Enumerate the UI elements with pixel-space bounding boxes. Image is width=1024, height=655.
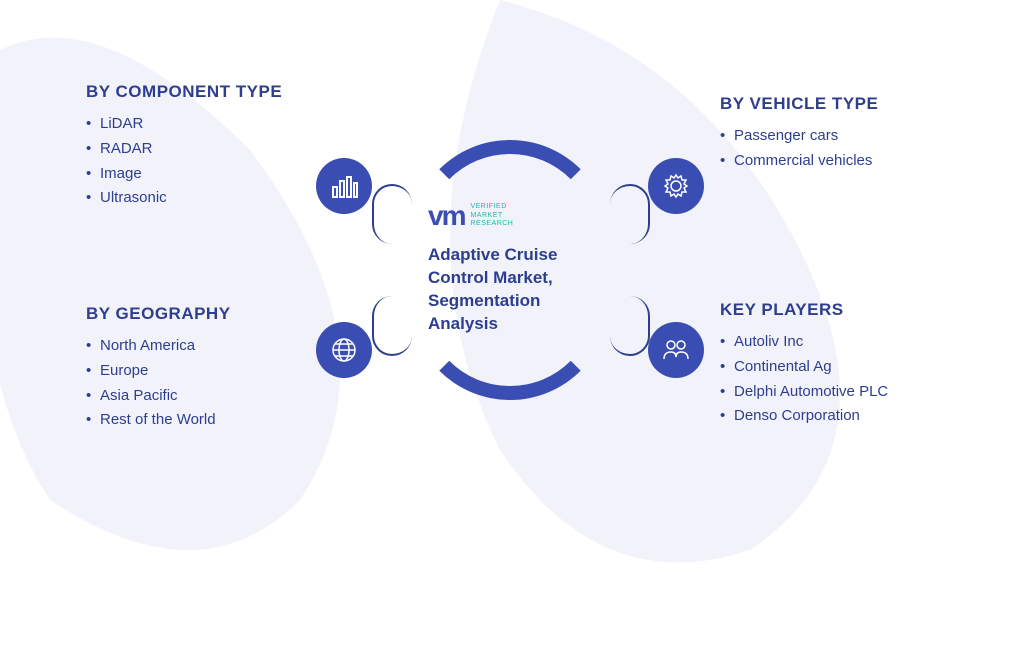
logo-line2: MARKET [470, 212, 513, 220]
list-item: Rest of the World [86, 408, 326, 433]
list-item: RADAR [86, 137, 326, 162]
list-item: Asia Pacific [86, 384, 326, 409]
people-icon [648, 322, 704, 378]
connector-br [610, 296, 650, 356]
list-item: Denso Corporation [720, 404, 980, 429]
segment-vehicle-type: By Vehicle Type Passenger cars Commercia… [720, 94, 980, 174]
list-item: Passenger cars [720, 124, 980, 149]
logo-line3: RESEARCH [470, 220, 513, 228]
segment-list: Passenger cars Commercial vehicles [720, 124, 980, 174]
list-item: Delphi Automotive PLC [720, 380, 980, 405]
segment-title: By Geography [86, 304, 326, 324]
segment-title: Key Players [720, 300, 980, 320]
logo: vm VERIFIED MARKET RESEARCH [428, 200, 608, 232]
list-item: Ultrasonic [86, 186, 326, 211]
list-item: North America [86, 334, 326, 359]
center-hub: vm VERIFIED MARKET RESEARCH Adaptive Cru… [370, 130, 650, 410]
gear-icon [648, 158, 704, 214]
connector-bl [372, 296, 412, 356]
center-title: Adaptive Cruise Control Market, Segmenta… [428, 244, 608, 336]
center-content: vm VERIFIED MARKET RESEARCH Adaptive Cru… [428, 200, 608, 336]
segment-title: By Component Type [86, 82, 326, 102]
connector-tr [610, 184, 650, 244]
logo-mark: vm [428, 200, 464, 232]
diagram-container: vm VERIFIED MARKET RESEARCH Adaptive Cru… [0, 0, 1024, 576]
list-item: LiDAR [86, 112, 326, 137]
list-item: Europe [86, 359, 326, 384]
list-item: Image [86, 162, 326, 187]
list-item: Autoliv Inc [720, 330, 980, 355]
list-item: Continental Ag [720, 355, 980, 380]
segment-list: Autoliv Inc Continental Ag Delphi Automo… [720, 330, 980, 429]
segment-list: LiDAR RADAR Image Ultrasonic [86, 112, 326, 211]
segment-geography: By Geography North America Europe Asia P… [86, 304, 326, 433]
connector-tl [372, 184, 412, 244]
segment-component-type: By Component Type LiDAR RADAR Image Ultr… [86, 82, 326, 211]
segment-list: North America Europe Asia Pacific Rest o… [86, 334, 326, 433]
logo-line1: VERIFIED [470, 203, 513, 211]
segment-title: By Vehicle Type [720, 94, 980, 114]
logo-text-block: VERIFIED MARKET RESEARCH [470, 203, 513, 228]
segment-key-players: Key Players Autoliv Inc Continental Ag D… [720, 300, 980, 429]
list-item: Commercial vehicles [720, 149, 980, 174]
